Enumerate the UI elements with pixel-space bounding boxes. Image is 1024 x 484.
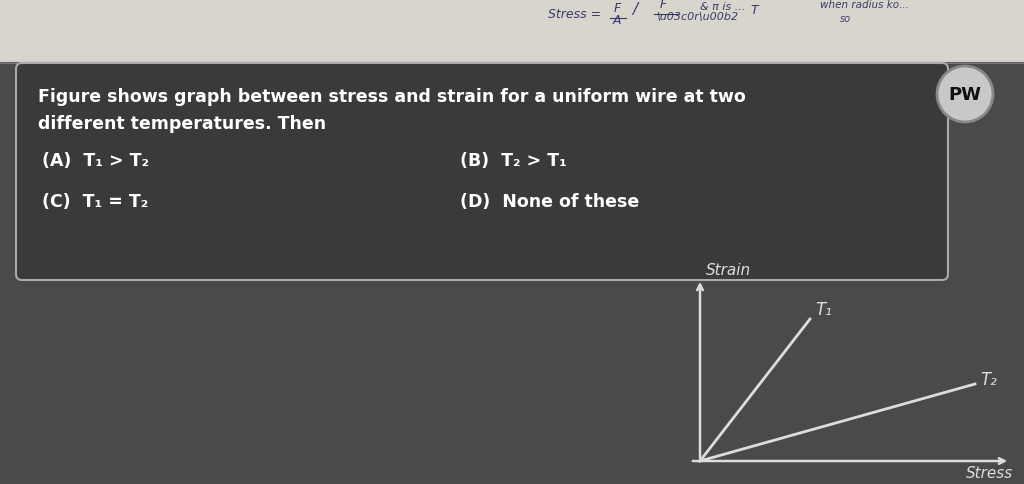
Text: Strain: Strain (706, 262, 752, 277)
Text: T₂: T₂ (980, 370, 996, 388)
Text: F: F (614, 2, 622, 15)
Text: Stress =: Stress = (548, 8, 601, 21)
Text: A: A (613, 14, 622, 27)
Text: \u03c0r\u00b2: \u03c0r\u00b2 (656, 12, 738, 22)
Text: Figure shows graph between stress and strain for a uniform wire at two: Figure shows graph between stress and st… (38, 88, 745, 106)
Text: F: F (660, 0, 668, 11)
FancyBboxPatch shape (0, 62, 1024, 484)
Text: different temperatures. Then: different temperatures. Then (38, 115, 326, 133)
Text: (B)  T₂ > T₁: (B) T₂ > T₁ (460, 151, 567, 170)
Text: so: so (840, 14, 851, 24)
FancyBboxPatch shape (16, 64, 948, 280)
Text: PW: PW (948, 86, 981, 104)
Text: when radius ko...: when radius ko... (820, 0, 909, 10)
Text: & π is ...: & π is ... (700, 2, 745, 12)
Text: Stress: Stress (966, 465, 1013, 480)
Text: T₁: T₁ (815, 301, 831, 318)
FancyBboxPatch shape (0, 0, 1024, 62)
Circle shape (937, 67, 993, 123)
Text: /: / (632, 2, 637, 17)
Text: T: T (750, 4, 758, 17)
Text: (C)  T₁ = T₂: (C) T₁ = T₂ (42, 193, 148, 211)
Text: (A)  T₁ > T₂: (A) T₁ > T₂ (42, 151, 150, 170)
Text: (D)  None of these: (D) None of these (460, 193, 639, 211)
